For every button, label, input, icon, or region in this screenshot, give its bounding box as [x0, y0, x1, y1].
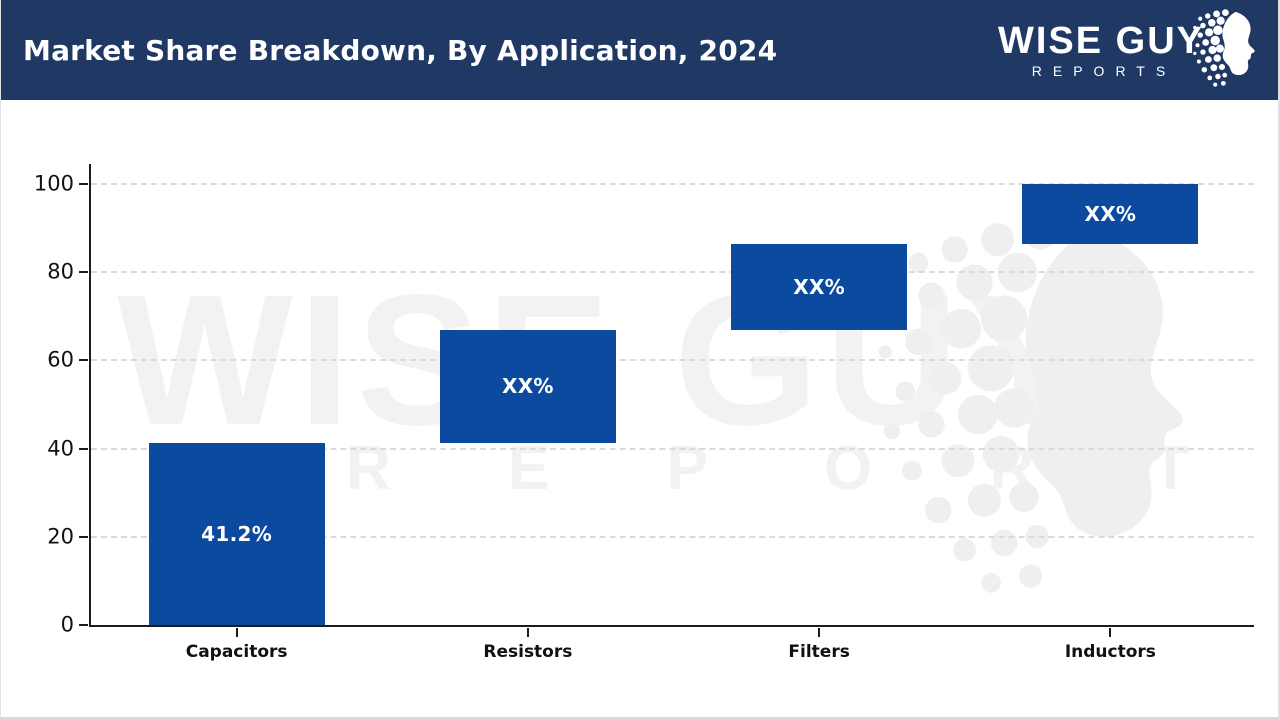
y-axis-tick — [79, 624, 88, 626]
x-axis-tick — [235, 628, 238, 637]
x-tick-label-inductors: Inductors — [1064, 642, 1156, 662]
bar-inductors: XX% — [1022, 184, 1199, 244]
y-tick-label: 80 — [47, 259, 74, 284]
bar-value-label: XX% — [501, 374, 554, 399]
x-tick-label-resistors: Resistors — [483, 642, 573, 662]
y-axis-tick — [79, 183, 88, 186]
header: Market Share Breakdown, By Application, … — [1, 0, 1278, 100]
gridline — [91, 447, 1254, 450]
gridline — [91, 535, 1254, 538]
y-tick-label: 100 — [33, 171, 74, 196]
x-axis-tick — [526, 628, 529, 637]
bar-value-label: XX% — [1084, 201, 1137, 226]
bar-value-label: XX% — [793, 274, 846, 299]
page-title: Market Share Breakdown, By Application, … — [23, 33, 778, 67]
x-tick-label-capacitors: Capacitors — [185, 642, 288, 662]
y-tick-label: 40 — [47, 436, 74, 461]
brand-logo-text: WISE GUY REPORTS — [998, 22, 1204, 79]
wiseguy-head-icon — [1192, 9, 1255, 87]
brand-name: WISE GUY — [997, 19, 1204, 62]
y-axis-tick — [79, 359, 88, 362]
y-tick-label: 20 — [47, 524, 74, 549]
x-tick-label-filters: Filters — [788, 642, 850, 662]
y-tick-label: 0 — [60, 612, 74, 637]
bar-resistors: XX% — [439, 329, 616, 444]
brand-subname: REPORTS — [1031, 62, 1177, 79]
y-axis-tick — [79, 271, 88, 274]
waterfall-chart: 0 20 40 60 80 100 Capacitors 41.2% Resistors XX% F… — [34, 164, 1254, 662]
x-axis-tick — [818, 628, 821, 637]
y-tick-label: 60 — [47, 347, 74, 372]
gridline — [91, 271, 1254, 274]
brand-logo: WISE GUY REPORTS — [998, 8, 1256, 92]
bar-value-label: 41.2% — [201, 522, 273, 547]
gridline — [91, 183, 1254, 186]
y-axis-tick — [79, 535, 88, 538]
y-axis-tick — [79, 447, 88, 450]
gridline — [91, 359, 1254, 362]
bar-filters: XX% — [731, 243, 908, 330]
bar-capacitors: 41.2% — [148, 443, 325, 625]
x-axis-tick — [1109, 628, 1112, 637]
